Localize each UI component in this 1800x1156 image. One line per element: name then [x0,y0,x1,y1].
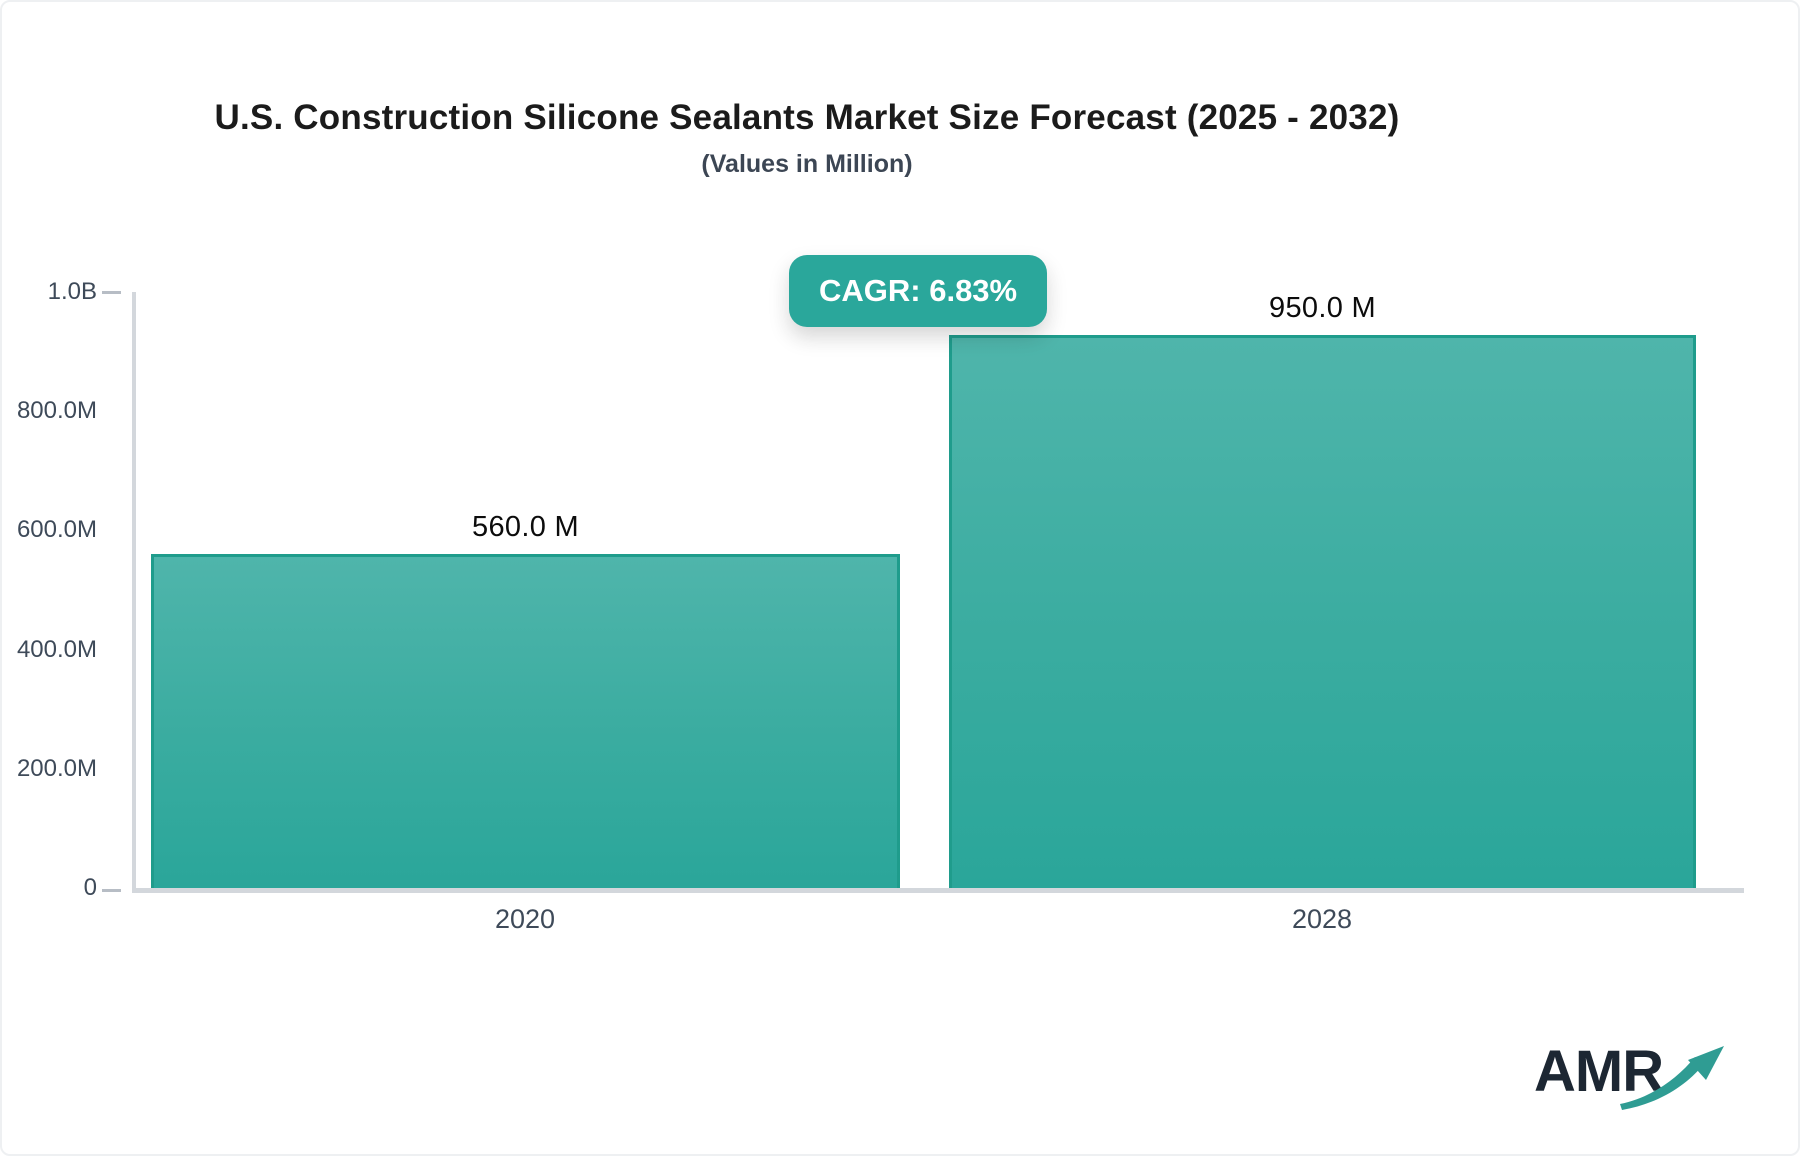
amr-logo-text: AMR [1534,1039,1664,1104]
amr-logo-arrow-icon [1620,1046,1724,1110]
y-tick-label: 400.0M [16,635,97,663]
y-axis-labels: 1.0B 800.0M 600.0M 400.0M 200.0M 0 [2,278,97,901]
chart-title: U.S. Construction Silicone Sealants Mark… [214,98,1400,137]
amr-logo: AMR [1534,1038,1734,1118]
bar-value-label: 560.0 M [472,511,579,544]
x-tick-label-2028: 2028 [1291,904,1353,934]
bar-group-2028: 950.0 M [949,292,1696,888]
bar-group-2020: 560.0 M [151,292,900,888]
y-axis-tick-bottom [102,889,121,892]
bar-2028[interactable] [949,335,1696,888]
y-tick-label: 600.0M [16,516,97,544]
y-axis-tick-top [102,291,121,294]
x-tick-label-2020: 2020 [494,904,556,934]
y-tick-label: 1.0B [47,278,97,305]
x-axis-line [132,888,1744,893]
cagr-badge-label: CAGR: 6.83% [819,273,1018,308]
bar-2020[interactable] [151,554,900,888]
bar-value-label: 950.0 M [1269,292,1376,324]
y-tick-label: 0 [83,874,97,901]
y-tick-label: 800.0M [16,397,97,425]
y-axis-line [132,292,136,892]
plot-area: 560.0 M 950.0 M [134,292,1744,888]
cagr-badge: CAGR: 6.83% [789,255,1048,327]
chart-subtitle: (Values in Million) [701,150,913,178]
y-tick-label: 200.0M [16,754,97,782]
